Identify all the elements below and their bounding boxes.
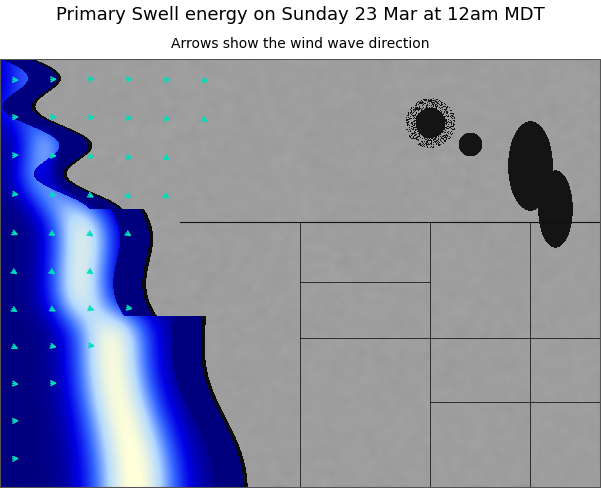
Text: Primary Swell energy on Sunday 23 Mar at 12am MDT: Primary Swell energy on Sunday 23 Mar at…: [56, 6, 545, 23]
Text: Arrows show the wind wave direction: Arrows show the wind wave direction: [171, 37, 430, 51]
